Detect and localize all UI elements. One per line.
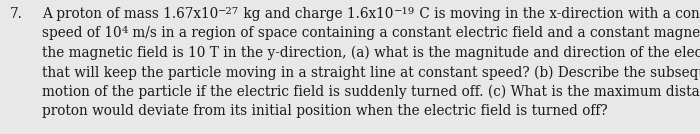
Text: 4: 4 (122, 26, 128, 35)
Text: 7.: 7. (10, 7, 23, 21)
Text: kg and charge 1.6x10: kg and charge 1.6x10 (239, 7, 393, 21)
Text: that will keep the particle moving in a straight line at constant speed? (b) Des: that will keep the particle moving in a … (42, 65, 700, 79)
Text: −19: −19 (393, 7, 415, 16)
Text: motion of the particle if the electric field is suddenly turned off. (c) What is: motion of the particle if the electric f… (42, 85, 700, 99)
Text: −27: −27 (218, 7, 239, 16)
Text: A proton of mass 1.67x10: A proton of mass 1.67x10 (42, 7, 218, 21)
Text: proton would deviate from its initial position when the electric field is turned: proton would deviate from its initial po… (42, 105, 608, 118)
Text: m/s in a region of space containing a constant electric field and a constant mag: m/s in a region of space containing a co… (128, 27, 700, 40)
Text: C is moving in the x-direction with a constant: C is moving in the x-direction with a co… (415, 7, 700, 21)
Text: speed of 10: speed of 10 (42, 27, 122, 40)
Text: the magnetic field is 10 T in the y-direction, (a) what is the magnitude and dir: the magnetic field is 10 T in the y-dire… (42, 46, 700, 60)
